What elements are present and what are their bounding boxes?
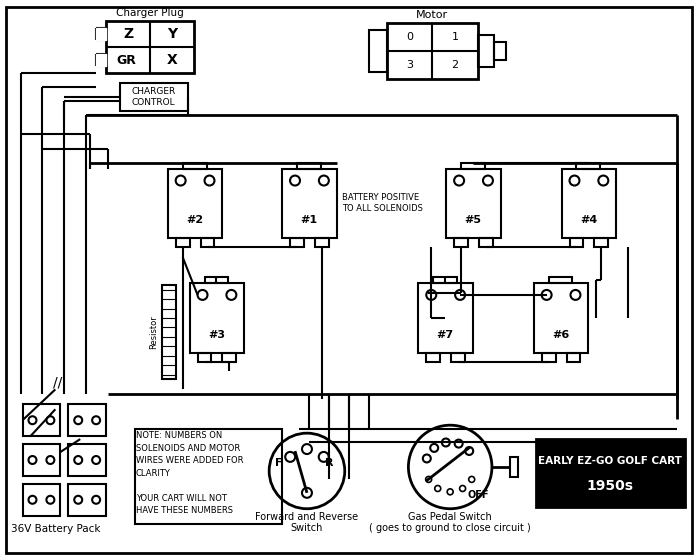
Bar <box>69 484 106 516</box>
Bar <box>494 43 506 60</box>
Bar <box>452 353 465 362</box>
Bar <box>369 30 386 72</box>
Bar <box>223 353 237 362</box>
Text: 3: 3 <box>406 60 413 70</box>
Bar <box>176 238 190 247</box>
Bar <box>22 484 60 516</box>
Text: #2: #2 <box>186 216 203 225</box>
Bar <box>479 238 493 247</box>
Text: #5: #5 <box>465 216 482 225</box>
Text: R: R <box>325 458 333 468</box>
Text: #6: #6 <box>552 330 569 340</box>
Text: 36V Battery Pack: 36V Battery Pack <box>10 524 100 534</box>
Bar <box>549 277 573 283</box>
Text: 0: 0 <box>406 32 413 43</box>
Bar <box>135 429 282 524</box>
Text: #7: #7 <box>437 330 454 340</box>
Text: Y: Y <box>167 27 177 41</box>
Bar <box>478 35 494 67</box>
Bar <box>446 169 501 238</box>
Bar <box>386 24 478 79</box>
Text: EARLY EZ-GO GOLF CART: EARLY EZ-GO GOLF CART <box>538 456 682 466</box>
Bar <box>183 162 206 169</box>
Bar <box>282 169 337 238</box>
Text: GR: GR <box>116 54 136 67</box>
Bar <box>168 169 223 238</box>
Text: OFF: OFF <box>468 490 489 500</box>
Bar <box>577 162 601 169</box>
Bar <box>533 283 589 353</box>
Text: 2: 2 <box>452 60 458 70</box>
Bar <box>566 353 580 362</box>
Text: 1: 1 <box>452 32 458 43</box>
Text: Gas Pedal Switch
( goes to ground to close circuit ): Gas Pedal Switch ( goes to ground to clo… <box>370 512 531 534</box>
Bar <box>510 457 518 477</box>
Bar <box>96 54 106 66</box>
Text: Forward and Reverse
Switch: Forward and Reverse Switch <box>256 512 358 534</box>
Text: CHARGER
CONTROL: CHARGER CONTROL <box>132 87 176 107</box>
Bar <box>433 277 457 283</box>
Text: Z: Z <box>123 27 133 41</box>
Bar <box>204 277 228 283</box>
Bar <box>315 238 329 247</box>
Text: Motor: Motor <box>416 11 448 21</box>
Bar <box>120 83 188 111</box>
Bar <box>297 162 321 169</box>
Bar <box>69 444 106 476</box>
Text: //: // <box>52 375 62 389</box>
Bar <box>561 169 616 238</box>
Bar <box>200 238 214 247</box>
Bar <box>461 162 485 169</box>
Text: X: X <box>167 53 177 67</box>
Text: #4: #4 <box>580 216 597 225</box>
Text: F: F <box>275 458 283 468</box>
Text: NOTE: NUMBERS ON
SOLENOIDS AND MOTOR
WIRES WERE ADDED FOR
CLARITY

YOUR CART WIL: NOTE: NUMBERS ON SOLENOIDS AND MOTOR WIR… <box>136 431 244 515</box>
Bar <box>162 285 176 380</box>
Bar <box>570 238 583 247</box>
Bar <box>454 238 468 247</box>
Bar <box>190 283 244 353</box>
Text: Resistor: Resistor <box>149 315 158 349</box>
Bar <box>290 238 304 247</box>
Bar <box>106 21 194 73</box>
Bar <box>594 238 608 247</box>
Text: 1950s: 1950s <box>587 479 634 493</box>
Bar <box>419 283 473 353</box>
Bar <box>96 29 106 40</box>
Bar <box>536 439 685 507</box>
Text: #3: #3 <box>208 330 225 340</box>
Text: #1: #1 <box>300 216 318 225</box>
Bar <box>22 444 60 476</box>
Bar <box>426 353 440 362</box>
Bar <box>542 353 556 362</box>
Text: BATTERY POSITIVE
TO ALL SOLENOIDS: BATTERY POSITIVE TO ALL SOLENOIDS <box>342 193 423 213</box>
Text: Charger Plug: Charger Plug <box>116 8 183 18</box>
Bar <box>22 404 60 436</box>
Bar <box>197 353 211 362</box>
Bar <box>69 404 106 436</box>
